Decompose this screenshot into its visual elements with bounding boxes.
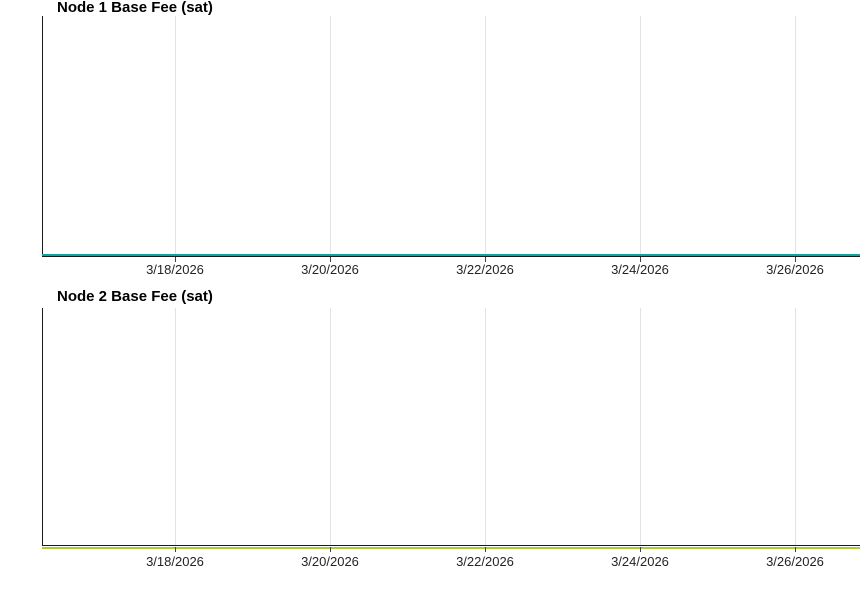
- gridline: [640, 16, 641, 256]
- axis-tick: [795, 257, 796, 262]
- axis-tick: [330, 547, 331, 552]
- axis-tick: [175, 547, 176, 552]
- series-line-node-2: [42, 547, 860, 549]
- axis-tick: [485, 547, 486, 552]
- axis-tick: [795, 547, 796, 552]
- axis-tick: [640, 547, 641, 552]
- x-tick-label: 3/22/2026: [456, 554, 514, 569]
- gridline: [175, 308, 176, 545]
- chart-title: Node 2 Base Fee (sat): [57, 288, 213, 305]
- gridline: [485, 308, 486, 545]
- gridline: [640, 308, 641, 545]
- gridline: [795, 308, 796, 545]
- gridline: [330, 308, 331, 545]
- x-axis-line: [42, 256, 860, 257]
- x-axis-line: [42, 545, 860, 546]
- chart-title: Node 1 Base Fee (sat): [57, 0, 213, 16]
- gridline: [330, 16, 331, 256]
- x-tick-label: 3/24/2026: [611, 262, 669, 277]
- x-tick-label: 3/26/2026: [766, 554, 824, 569]
- axis-tick: [330, 257, 331, 262]
- x-tick-label: 3/22/2026: [456, 262, 514, 277]
- gridline: [795, 16, 796, 256]
- axis-tick: [485, 257, 486, 262]
- series-line-node-1: [42, 254, 860, 256]
- gridline: [485, 16, 486, 256]
- x-tick-label: 3/20/2026: [301, 262, 359, 277]
- x-tick-label: 3/24/2026: [611, 554, 669, 569]
- x-tick-label: 3/18/2026: [146, 262, 204, 277]
- gridline: [175, 16, 176, 256]
- x-tick-label: 3/20/2026: [301, 554, 359, 569]
- x-tick-label: 3/18/2026: [146, 554, 204, 569]
- y-axis-line: [42, 16, 43, 256]
- y-axis-line: [42, 308, 43, 545]
- axis-tick: [640, 257, 641, 262]
- axis-tick: [175, 257, 176, 262]
- x-tick-label: 3/26/2026: [766, 262, 824, 277]
